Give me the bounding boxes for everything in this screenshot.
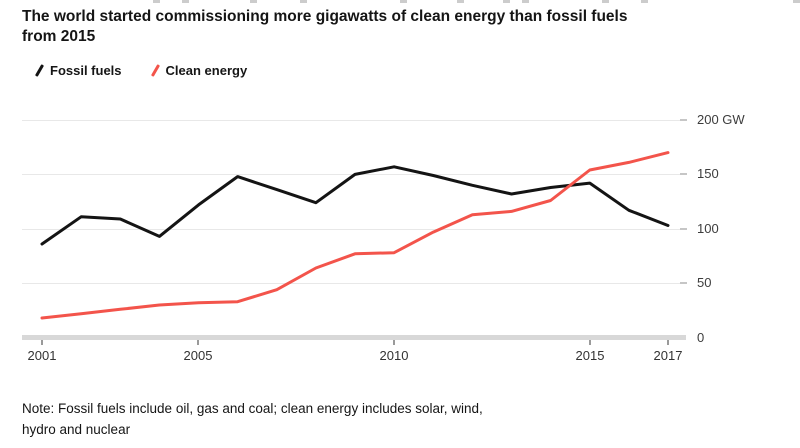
gridline (22, 174, 686, 175)
chart-title-line-1: The world started commissioning more gig… (22, 8, 628, 25)
cropped-text-remnant (641, 0, 648, 3)
legend-item-clean-energy: Clean energy (150, 63, 248, 78)
x-axis-tick (41, 340, 43, 345)
cropped-text-remnant (300, 0, 307, 3)
clean-energy-line-marker-icon (150, 64, 160, 77)
x-axis-label: 2017 (653, 348, 683, 363)
cropped-text-remnant (522, 0, 529, 3)
cropped-text-remnant (602, 0, 609, 3)
clean-energy-line (40, 151, 670, 320)
cropped-text-remnant (182, 0, 189, 3)
cropped-text-remnant (250, 0, 257, 3)
cropped-text-remnant (153, 0, 160, 3)
x-axis-label: 2005 (183, 348, 213, 363)
legend-label-clean-energy: Clean energy (165, 63, 248, 78)
y-axis-label: 150 (697, 166, 719, 181)
cropped-text-remnant (457, 0, 464, 3)
y-axis-label: 50 (697, 275, 712, 290)
fossil-fuels-line-marker-icon (34, 64, 45, 77)
x-axis-label: 2010 (379, 348, 409, 363)
y-axis-tick (680, 228, 687, 230)
cropped-text-remnant (400, 0, 407, 3)
fossil-fuels-line (40, 165, 670, 246)
y-axis-tick (680, 282, 687, 284)
x-axis-tick (667, 340, 669, 345)
gridline (22, 229, 686, 230)
y-axis-label: 0 (697, 330, 705, 345)
footnote-line-1: Note: Fossil fuels include oil, gas and … (22, 401, 483, 416)
y-axis-label: 200 GW (697, 112, 745, 127)
x-axis-tick (393, 340, 395, 345)
x-axis-line (22, 335, 686, 340)
y-axis-tick (680, 173, 687, 175)
chart-title-line-2: from 2015 (22, 28, 96, 45)
legend-item-fossil-fuels: Fossil fuels (34, 63, 122, 78)
y-axis-label: 100 (697, 221, 719, 236)
x-axis-tick (197, 340, 199, 345)
cropped-text-remnant (793, 0, 800, 3)
legend-label-fossil-fuels: Fossil fuels (50, 63, 122, 78)
x-axis-tick (589, 340, 591, 345)
gridline (22, 283, 686, 284)
footnote-line-2: hydro and nuclear (22, 422, 131, 437)
chart-title: The world started commissioning more gig… (22, 7, 788, 47)
x-axis-label: 2015 (575, 348, 605, 363)
x-axis-label: 2001 (27, 348, 57, 363)
y-axis-tick (680, 119, 687, 121)
legend: Fossil fuels Clean energy (34, 63, 248, 78)
gridline (22, 120, 686, 121)
cropped-text-remnant (503, 0, 510, 3)
